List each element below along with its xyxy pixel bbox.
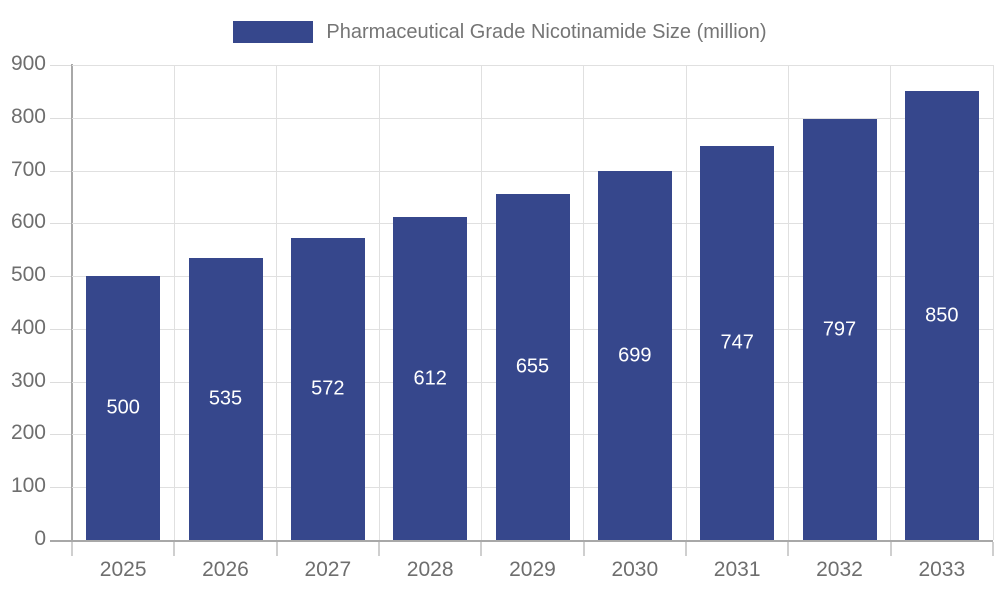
y-axis-tick-label: 900 [10,52,46,75]
h-gridline [72,170,993,172]
bar-value-label: 850 [925,304,959,327]
bar-2029: 655 [495,194,570,540]
bar-2033: 850 [904,91,979,540]
y-axis-tick-label: 800 [10,104,46,128]
legend: Pharmaceutical Grade Nicotinamide Size (… [0,21,1000,43]
x-axis-tick-label: 2031 [713,558,761,581]
x-axis-tick [173,542,176,556]
bar-2031: 747 [700,145,775,540]
x-axis-tick-label: 2030 [611,558,659,581]
x-axis-tick [685,542,687,556]
y-axis-tick [50,328,71,330]
v-gridline [583,65,585,540]
y-axis-tick [50,223,71,225]
y-axis-tick [50,170,71,172]
x-axis-tick-label: 2033 [918,558,966,581]
bar-2028: 612 [393,217,468,540]
plot-area: 500 535 572 612 655 699 747 797 850 [72,65,994,540]
y-axis-tick [50,117,71,119]
legend-label: Pharmaceutical Grade Nicotinamide Size (… [326,21,767,43]
x-axis-tick-label: 2027 [304,558,352,581]
bar-value-label: 612 [413,367,447,389]
y-axis-tick [50,276,71,278]
y-axis-tick-label: 500 [10,263,46,287]
v-gridline [787,65,789,540]
x-axis-tick-label: 2025 [99,558,147,581]
x-axis-tick [787,542,790,556]
legend-item[interactable]: Pharmaceutical Grade Nicotinamide Size (… [233,21,767,43]
y-axis-tick-label: 0 [34,527,46,550]
x-axis-tick-label: 2029 [509,558,556,581]
bar-2025: 500 [86,276,161,540]
bar-value-label: 655 [515,355,550,378]
bar-value-label: 572 [311,377,345,400]
x-axis-tick [71,542,73,556]
bar-2026: 535 [188,257,263,540]
y-axis-tick [50,65,71,66]
bar-value-label: 747 [720,331,754,354]
v-gridline [890,65,892,540]
bar-2032: 797 [802,119,877,540]
v-gridline [276,65,278,540]
legend-swatch-icon [233,21,314,43]
y-axis-line [71,64,73,542]
h-gridline [72,65,993,66]
x-axis-tick [889,542,892,556]
bar-value-label: 797 [822,318,857,341]
y-axis-tick-label: 600 [10,210,46,234]
x-axis-tick-label: 2026 [202,558,249,581]
bar-value-label: 535 [208,387,243,410]
v-gridline [378,65,380,540]
y-axis-tick-label: 400 [10,315,46,339]
y-axis-tick-label: 200 [10,421,46,445]
h-gridline [72,117,993,119]
v-gridline [992,65,994,540]
y-axis-tick-label: 700 [10,157,46,181]
bar-2030: 699 [597,171,672,540]
y-axis-tick [50,487,71,489]
v-gridline [685,65,687,540]
bar-value-label: 699 [618,344,652,367]
x-axis-tick [275,542,278,556]
y-axis-tick [50,434,71,436]
x-axis-tick-label: 2032 [816,558,863,581]
x-axis-line [50,540,993,542]
y-axis-tick-label: 100 [10,474,46,498]
v-gridline [480,65,482,540]
y-axis-tick-label: 300 [10,368,46,392]
x-axis-tick [582,542,585,556]
x-axis-tick [992,542,994,556]
x-axis-tick-label: 2028 [406,558,454,581]
x-axis-tick [378,542,380,556]
y-axis-tick [50,381,71,383]
bar-2027: 572 [290,238,365,540]
v-gridline [173,65,175,540]
bar-value-label: 500 [106,396,140,419]
x-axis-tick [480,542,483,556]
